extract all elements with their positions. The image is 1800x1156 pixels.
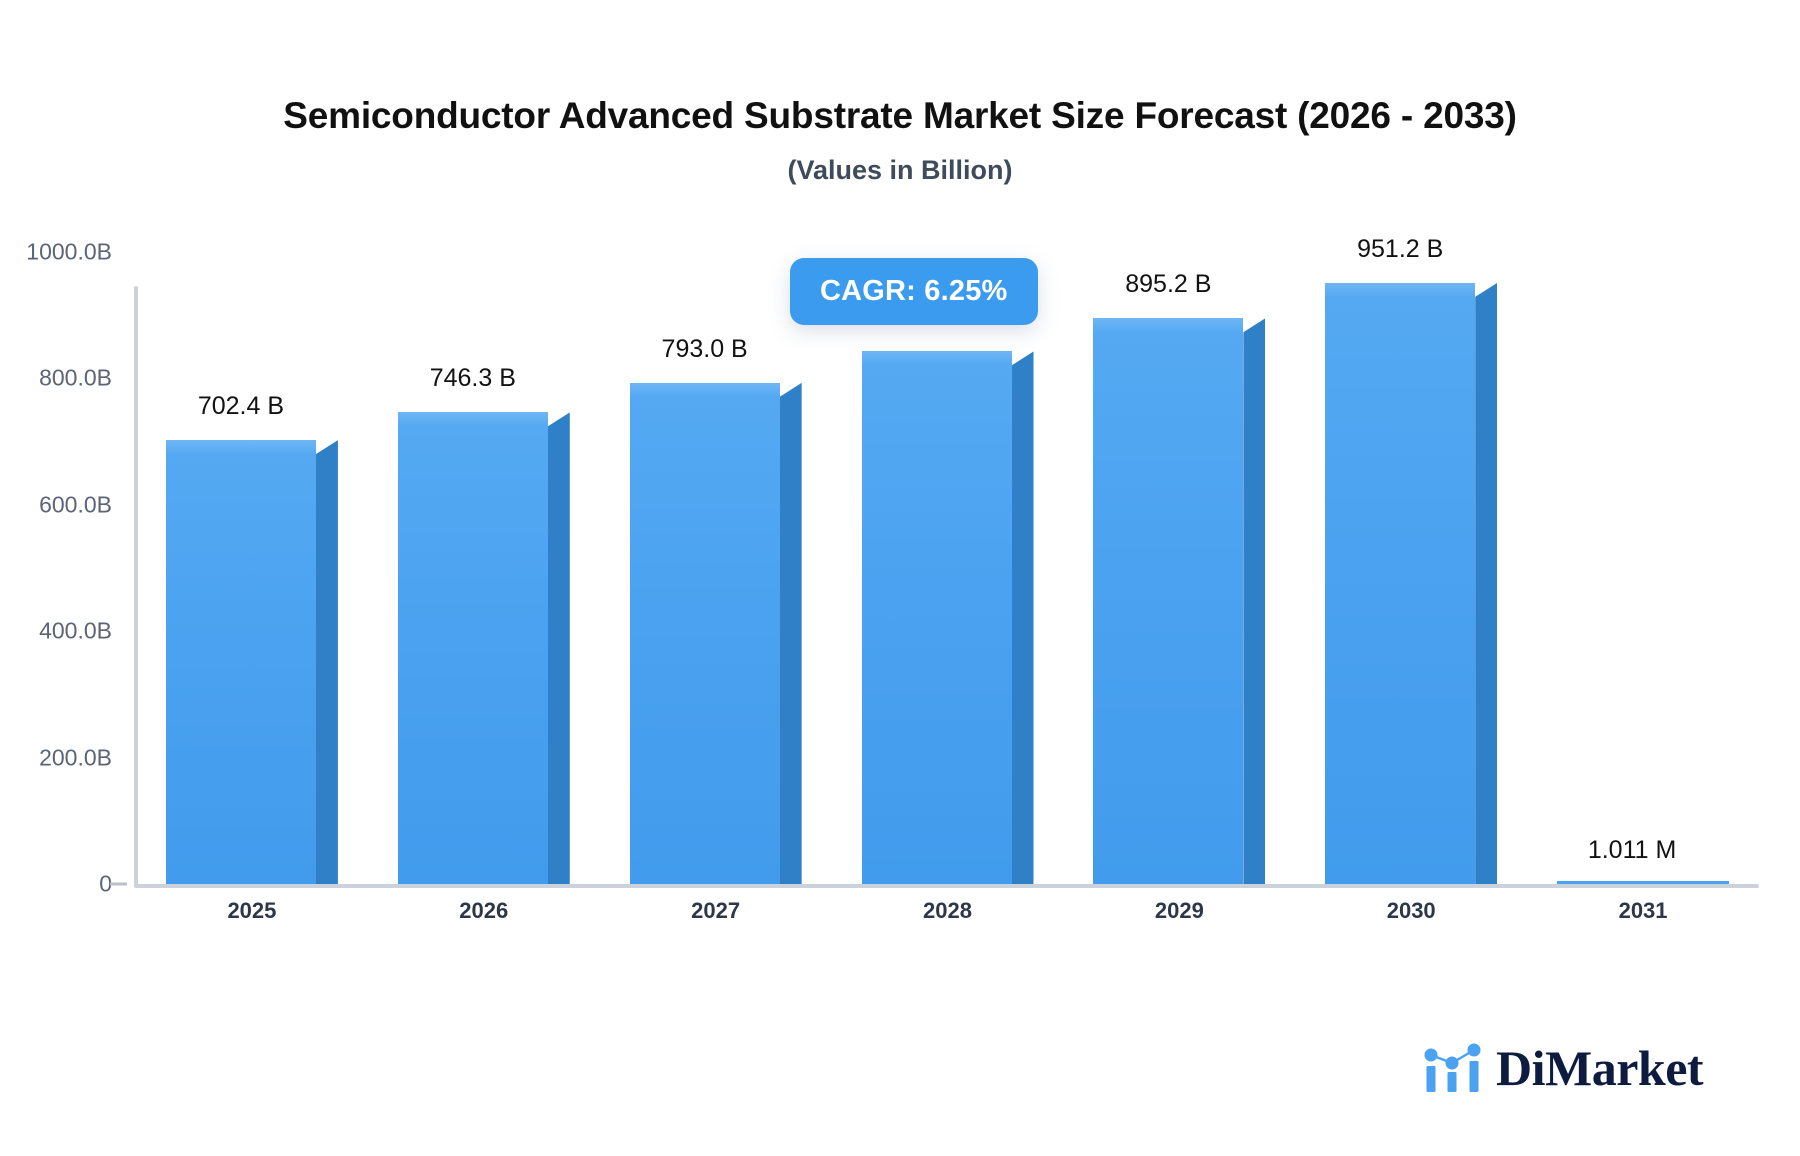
y-axis-tick-label: 0 <box>99 870 112 897</box>
dimarket-logo: DiMarket <box>1424 1040 1704 1096</box>
x-axis-tick-label: 2027 <box>691 898 741 923</box>
x-axis-tick-label: 2025 <box>227 898 277 923</box>
bar-value-label: 702.4 B <box>197 392 285 421</box>
bar-value-label: 746.3 B <box>429 364 516 393</box>
title-block: Semiconductor Advanced Substrate Market … <box>0 95 1800 186</box>
bar-2029[interactable] <box>1093 318 1266 884</box>
y-axis-tick-label: 400.0B <box>39 617 112 644</box>
bar-2028[interactable] <box>861 351 1034 884</box>
bar-top-face <box>1093 318 1244 333</box>
bar-top-face <box>629 382 780 397</box>
bar-top-face <box>1325 282 1476 297</box>
x-axis-line <box>134 884 1759 888</box>
x-axis-tick-label: 2030 <box>1386 898 1436 923</box>
bar-chart-logo-icon <box>1424 1043 1481 1092</box>
logo-wordmark: DiMarket <box>1496 1040 1704 1096</box>
bar-2031[interactable] <box>1557 881 1730 884</box>
bar-top-face <box>861 351 1012 366</box>
bar-side-face <box>1011 351 1034 884</box>
chart-subtitle: (Values in Billion) <box>787 154 1013 185</box>
y-axis-tick-label: 800.0B <box>39 364 112 391</box>
bar-side-face <box>547 412 570 884</box>
x-axis-tick-label: 2029 <box>1154 898 1204 923</box>
bar-side-face <box>315 440 338 884</box>
bar-value-label: 895.2 B <box>1125 270 1212 299</box>
page-title: Semiconductor Advanced Substrate Market … <box>283 95 1517 136</box>
bar-side-face <box>779 382 802 884</box>
bar-face <box>861 365 1012 884</box>
y-axis-tick-label: 600.0B <box>39 491 112 518</box>
bar-face <box>397 426 548 884</box>
bar-side-face <box>1475 282 1498 884</box>
bar-2027[interactable] <box>629 382 802 884</box>
bar-2030[interactable] <box>1325 282 1498 884</box>
y-axis-tick-label: 200.0B <box>39 744 112 771</box>
bar-value-label: 1.011 M <box>1587 836 1677 864</box>
bar-face <box>629 396 780 884</box>
x-axis-tick-label: 2026 <box>459 898 509 923</box>
bar-value-label: 951.2 B <box>1357 234 1444 263</box>
y-axis-tick-label: 1000.0B <box>26 238 112 265</box>
y-axis-tick-mark <box>110 882 127 886</box>
bar-face <box>1325 296 1476 884</box>
cagr-badge: CAGR: 6.25% <box>790 258 1038 325</box>
bar-side-face <box>1243 318 1266 884</box>
bar-top-face <box>397 412 548 427</box>
bar-2025[interactable] <box>165 440 338 884</box>
bar-value-label: 793.0 B <box>661 334 748 363</box>
bar-face <box>1093 332 1244 884</box>
y-axis-line <box>134 286 138 886</box>
bar-2026[interactable] <box>397 412 570 884</box>
bar-top-face <box>165 440 316 455</box>
x-axis-tick-label: 2031 <box>1618 898 1668 923</box>
bar-face <box>165 454 316 884</box>
x-axis-tick-label: 2028 <box>923 898 972 923</box>
